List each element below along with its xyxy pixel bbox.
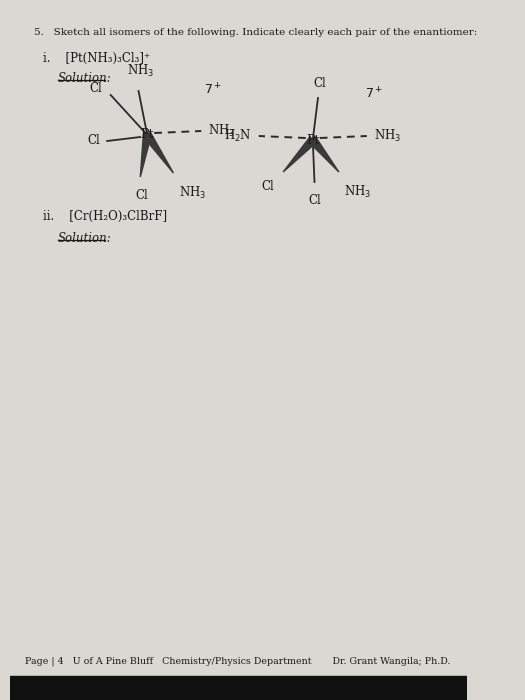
Polygon shape	[144, 132, 173, 173]
Polygon shape	[140, 134, 151, 177]
Text: NH$_3$: NH$_3$	[178, 185, 206, 201]
Text: $7^+$: $7^+$	[204, 82, 222, 97]
Text: H$_2$N: H$_2$N	[224, 128, 252, 144]
Polygon shape	[283, 136, 316, 172]
Text: NH$_3$: NH$_3$	[127, 63, 154, 79]
Text: Cl: Cl	[89, 81, 102, 94]
Text: Cl: Cl	[313, 77, 326, 90]
Text: NH$_3$: NH$_3$	[374, 128, 401, 144]
Text: Solution:: Solution:	[58, 72, 111, 85]
Text: Cl: Cl	[135, 189, 149, 202]
Text: i.    [Pt(NH₃)₃Cl₃]⁺: i. [Pt(NH₃)₃Cl₃]⁺	[43, 52, 150, 65]
Text: NH$_3$: NH$_3$	[344, 184, 371, 200]
Text: NH$_3$: NH$_3$	[208, 123, 235, 139]
Text: Cl: Cl	[308, 194, 321, 207]
Text: ii.    [Cr(H₂O)₃ClBrF]: ii. [Cr(H₂O)₃ClBrF]	[43, 210, 167, 223]
Text: Page | 4   U of A Pine Bluff   Chemistry/Physics Department       Dr. Grant Wang: Page | 4 U of A Pine Bluff Chemistry/Phy…	[25, 657, 450, 666]
Polygon shape	[310, 137, 339, 172]
Text: $7^+$: $7^+$	[365, 86, 383, 101]
Text: Solution:: Solution:	[58, 232, 111, 245]
Text: Pt: Pt	[306, 134, 320, 146]
Text: Cl: Cl	[261, 180, 275, 193]
Text: Pt: Pt	[141, 129, 154, 141]
Text: Cl: Cl	[88, 134, 100, 148]
Text: 5.   Sketch all isomers of the following. Indicate clearly each pair of the enan: 5. Sketch all isomers of the following. …	[34, 28, 477, 37]
Bar	[9, 676, 467, 700]
